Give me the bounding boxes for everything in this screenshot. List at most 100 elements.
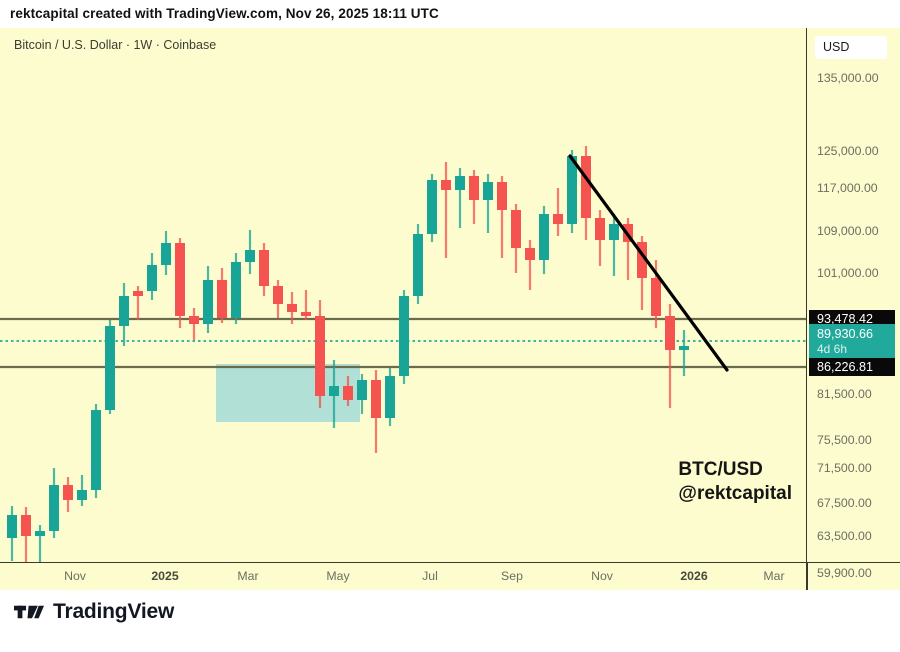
candle (665, 304, 675, 408)
tradingview-logo[interactable]: TradingView (14, 600, 174, 624)
price-axis-tick: 101,000.00 (817, 266, 879, 280)
candlestick-series (0, 146, 806, 562)
candle (623, 218, 633, 280)
time-axis-tick: 2025 (151, 569, 179, 583)
candle (455, 168, 465, 228)
time-scale[interactable]: Nov 2025 Mar May Jul Sep Nov 2026 Mar (0, 562, 900, 590)
candle-wick (38, 525, 42, 562)
scale-corner-divider (806, 562, 808, 590)
watermark-handle: @rektcapital (678, 482, 792, 504)
candle-body (385, 376, 395, 418)
candle (427, 174, 437, 242)
candle (581, 146, 591, 240)
candle-wick (136, 286, 140, 320)
candle-body (273, 286, 283, 304)
time-axis-tick: Nov (64, 569, 86, 583)
time-axis-tick: 2026 (680, 569, 708, 583)
candle-body (49, 485, 59, 531)
candle (651, 260, 661, 328)
candle-wick (458, 168, 462, 228)
candle-body (63, 485, 73, 500)
candle-body (595, 218, 605, 240)
price-axis-tick: 125,000.00 (817, 144, 879, 158)
candle-body (511, 210, 521, 248)
price-axis-tick: 63,500.00 (817, 529, 872, 543)
trendline-segment[interactable] (568, 154, 729, 372)
candle (441, 162, 451, 258)
candle-wick (528, 240, 532, 290)
candle-body (203, 280, 213, 324)
price-badge-value: 86,226.81 (817, 360, 874, 374)
price-axis-tick: 135,000.00 (817, 71, 879, 85)
candle-wick (500, 176, 504, 258)
candle-body (161, 243, 171, 265)
price-axis-tick: 67,500.00 (817, 496, 872, 510)
price-axis-tick: 71,500.00 (817, 461, 872, 475)
level-price-badge[interactable]: 93,478.42 (809, 310, 895, 328)
bar-countdown: 4d 6h (817, 341, 848, 356)
candle-body (21, 515, 31, 536)
current-price-badge[interactable]: 89,930.66 4d 6h (809, 323, 895, 361)
candle (385, 368, 395, 426)
candle (357, 374, 367, 414)
candle-body (315, 316, 325, 396)
chart-watermark: BTC/USD @rektcapital (678, 458, 792, 506)
candle-wick (444, 162, 448, 258)
candle (329, 360, 339, 428)
price-axis-tick: 81,500.00 (817, 387, 872, 401)
candle (567, 150, 577, 233)
candle (343, 376, 353, 406)
candle-body (609, 224, 619, 240)
candle-body (329, 386, 339, 396)
candle (161, 231, 171, 275)
candle (203, 266, 213, 333)
candle (595, 210, 605, 266)
candle-body (91, 410, 101, 490)
time-axis-tick: Mar (237, 569, 259, 583)
candle (133, 286, 143, 320)
candle-body (581, 156, 591, 218)
candle-body (637, 242, 647, 278)
candle-wick (486, 174, 490, 233)
candle (497, 176, 507, 258)
price-plot-area[interactable] (0, 28, 806, 562)
price-axis-tick: 109,000.00 (817, 224, 879, 238)
time-axis-tick: Mar (763, 569, 785, 583)
candle (637, 236, 647, 310)
currency-badge[interactable]: USD (815, 36, 887, 59)
symbol-legend: Bitcoin / U.S. Dollar · 1W · Coinbase (14, 38, 217, 52)
candle (119, 283, 129, 346)
candle-body (441, 180, 451, 190)
candle-body (679, 346, 689, 350)
candle-body (483, 182, 493, 200)
candle (287, 292, 297, 324)
candle (231, 253, 241, 324)
chart-panel[interactable]: Bitcoin / U.S. Dollar · 1W · Coinbase BT… (0, 28, 900, 590)
candle-body (259, 250, 269, 286)
candle-wick (682, 330, 686, 376)
candle (399, 290, 409, 384)
level-price-badge[interactable]: 86,226.81 (809, 358, 895, 376)
time-axis-tick: May (326, 569, 350, 583)
candle (259, 243, 269, 296)
candle (217, 268, 227, 323)
candle-body (539, 214, 549, 260)
candle (91, 404, 101, 498)
candle-body (427, 180, 437, 234)
candle-body (525, 248, 535, 260)
price-scale[interactable]: USD 135,000.00 125,000.00 117,000.00 109,00… (806, 28, 900, 580)
candle-wick (612, 214, 616, 276)
candle-body (399, 296, 409, 376)
candle (147, 253, 157, 300)
candle (245, 230, 255, 274)
candle (483, 174, 493, 233)
candle-body (189, 316, 199, 324)
tradingview-logo-icon (14, 605, 44, 619)
price-axis-tick: 75,500.00 (817, 433, 872, 447)
candle-body (497, 182, 507, 210)
candle (273, 280, 283, 318)
candle (511, 204, 521, 273)
time-axis-tick: Sep (501, 569, 523, 583)
candle-body (651, 278, 661, 316)
